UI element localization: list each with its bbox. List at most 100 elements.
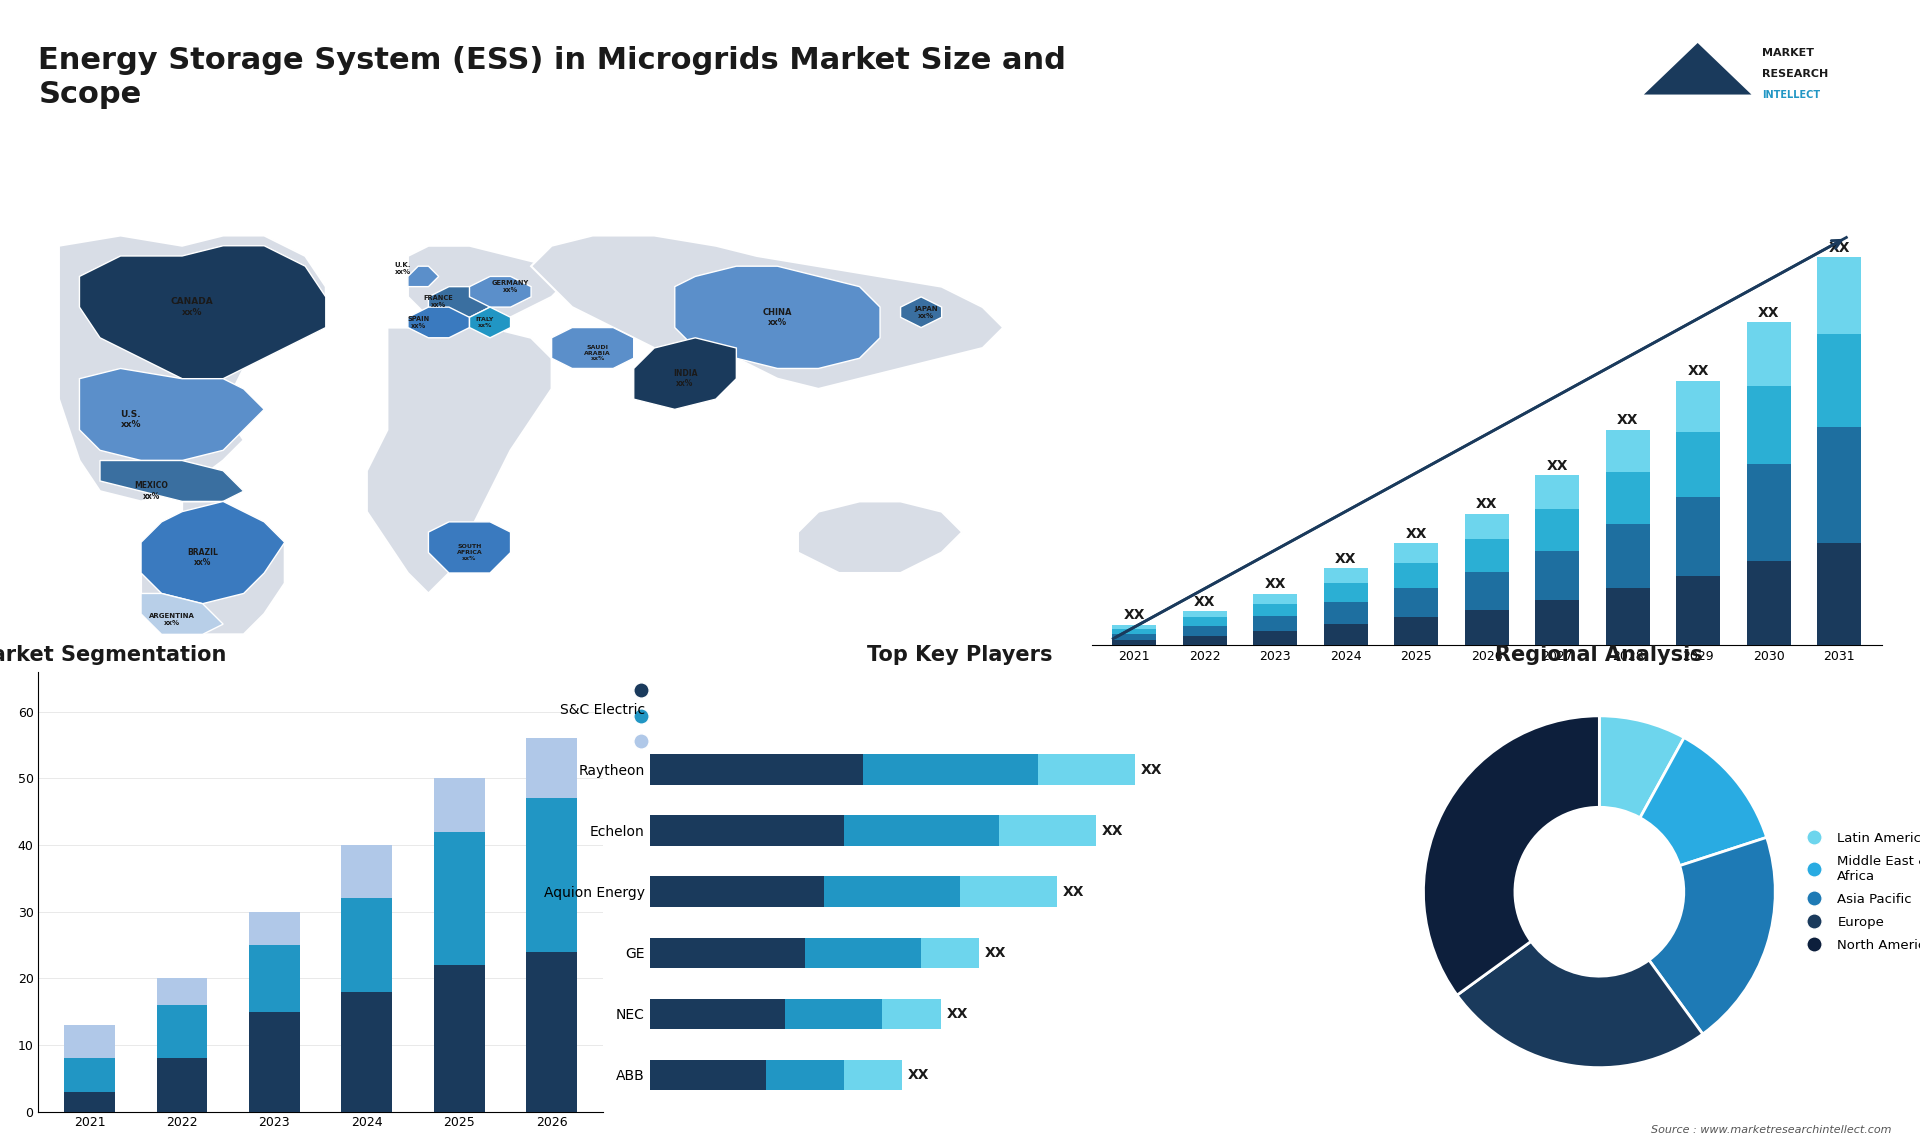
Polygon shape xyxy=(428,521,511,573)
Text: Energy Storage System (ESS) in Microgrids Market Size and
Scope: Energy Storage System (ESS) in Microgrid… xyxy=(38,46,1066,109)
Bar xyxy=(1325,568,1367,583)
Bar xyxy=(1254,594,1298,604)
Bar xyxy=(1254,615,1298,630)
Bar xyxy=(434,778,484,832)
Bar xyxy=(862,754,1037,785)
Bar xyxy=(1183,626,1227,636)
Bar xyxy=(1037,754,1135,785)
Polygon shape xyxy=(79,369,265,461)
Text: INTELLECT: INTELLECT xyxy=(1763,89,1820,100)
Bar xyxy=(1465,572,1509,610)
Bar xyxy=(526,738,578,799)
Bar xyxy=(434,832,484,965)
Bar xyxy=(157,979,207,1005)
Bar xyxy=(1465,610,1509,644)
Text: CHINA
xx%: CHINA xx% xyxy=(762,307,793,327)
Polygon shape xyxy=(470,307,511,338)
Text: XX: XX xyxy=(1265,578,1286,591)
Polygon shape xyxy=(407,245,572,328)
Text: XX: XX xyxy=(1405,527,1427,541)
Bar xyxy=(1394,588,1438,618)
Text: U.K.
xx%: U.K. xx% xyxy=(394,262,411,275)
Bar xyxy=(1183,611,1227,618)
Polygon shape xyxy=(407,307,470,338)
Bar xyxy=(1394,543,1438,563)
Bar xyxy=(63,1092,115,1112)
Text: INDIA
xx%: INDIA xx% xyxy=(672,369,697,388)
Bar xyxy=(1465,540,1509,572)
Legend: Type, Application, Geography: Type, Application, Geography xyxy=(620,678,749,754)
Wedge shape xyxy=(1423,716,1599,995)
Bar xyxy=(250,1012,300,1112)
Text: XX: XX xyxy=(1140,762,1162,777)
Polygon shape xyxy=(407,266,438,286)
Bar xyxy=(1818,257,1860,333)
Bar xyxy=(843,816,998,846)
Bar xyxy=(1183,618,1227,626)
Bar xyxy=(1394,618,1438,644)
Polygon shape xyxy=(60,236,326,502)
Text: XX: XX xyxy=(1548,458,1569,473)
Legend: Latin America, Middle East &
Africa, Asia Pacific, Europe, North America: Latin America, Middle East & Africa, Asi… xyxy=(1795,826,1920,957)
Bar xyxy=(342,898,392,991)
Bar xyxy=(1676,496,1720,575)
Text: XX: XX xyxy=(1123,609,1144,622)
Text: XX: XX xyxy=(908,1068,929,1082)
Text: RESEARCH: RESEARCH xyxy=(1763,69,1828,79)
Bar xyxy=(1536,476,1578,509)
Bar xyxy=(766,1060,843,1090)
Bar xyxy=(649,816,843,846)
Text: XX: XX xyxy=(1334,551,1357,566)
Bar xyxy=(342,845,392,898)
Bar xyxy=(157,1005,207,1058)
Bar xyxy=(998,816,1096,846)
Bar xyxy=(1818,543,1860,644)
Bar xyxy=(1747,464,1791,560)
Wedge shape xyxy=(1599,716,1684,818)
Title: Regional Analysis: Regional Analysis xyxy=(1496,645,1703,665)
Polygon shape xyxy=(551,328,634,369)
Bar xyxy=(824,877,960,906)
Bar xyxy=(1112,625,1156,629)
Polygon shape xyxy=(140,502,284,635)
Bar xyxy=(1112,634,1156,639)
Bar xyxy=(342,991,392,1112)
Bar xyxy=(1605,588,1649,644)
Bar xyxy=(649,877,824,906)
Polygon shape xyxy=(799,502,962,573)
Wedge shape xyxy=(1649,838,1776,1034)
Bar xyxy=(157,1058,207,1112)
Polygon shape xyxy=(674,266,879,369)
Bar xyxy=(434,965,484,1112)
Bar xyxy=(1325,602,1367,623)
Text: U.S.
xx%: U.S. xx% xyxy=(121,410,140,430)
Bar xyxy=(1818,427,1860,543)
Text: XX: XX xyxy=(1617,414,1638,427)
Bar xyxy=(250,945,300,1012)
Bar xyxy=(1747,560,1791,644)
Polygon shape xyxy=(140,594,223,635)
Bar xyxy=(804,937,922,968)
Bar xyxy=(1254,604,1298,615)
Polygon shape xyxy=(100,461,244,502)
Text: XX: XX xyxy=(1759,306,1780,320)
Bar xyxy=(1676,380,1720,432)
Text: XX: XX xyxy=(985,945,1006,960)
Polygon shape xyxy=(428,286,490,317)
Text: XX: XX xyxy=(1688,364,1709,378)
Text: XX: XX xyxy=(1828,241,1851,254)
Text: XX: XX xyxy=(947,1007,968,1021)
Polygon shape xyxy=(900,297,941,328)
Wedge shape xyxy=(1640,738,1766,865)
Text: SAUDI
ARABIA
xx%: SAUDI ARABIA xx% xyxy=(584,345,611,361)
Text: GERMANY
xx%: GERMANY xx% xyxy=(492,280,530,293)
Bar xyxy=(63,1025,115,1058)
Bar xyxy=(526,951,578,1112)
Bar xyxy=(960,877,1058,906)
Bar xyxy=(1818,333,1860,427)
Title: Top Key Players: Top Key Players xyxy=(868,645,1052,665)
Polygon shape xyxy=(140,502,284,604)
Bar xyxy=(649,998,785,1029)
Text: FRANCE
xx%: FRANCE xx% xyxy=(424,296,453,308)
Bar xyxy=(1183,636,1227,644)
